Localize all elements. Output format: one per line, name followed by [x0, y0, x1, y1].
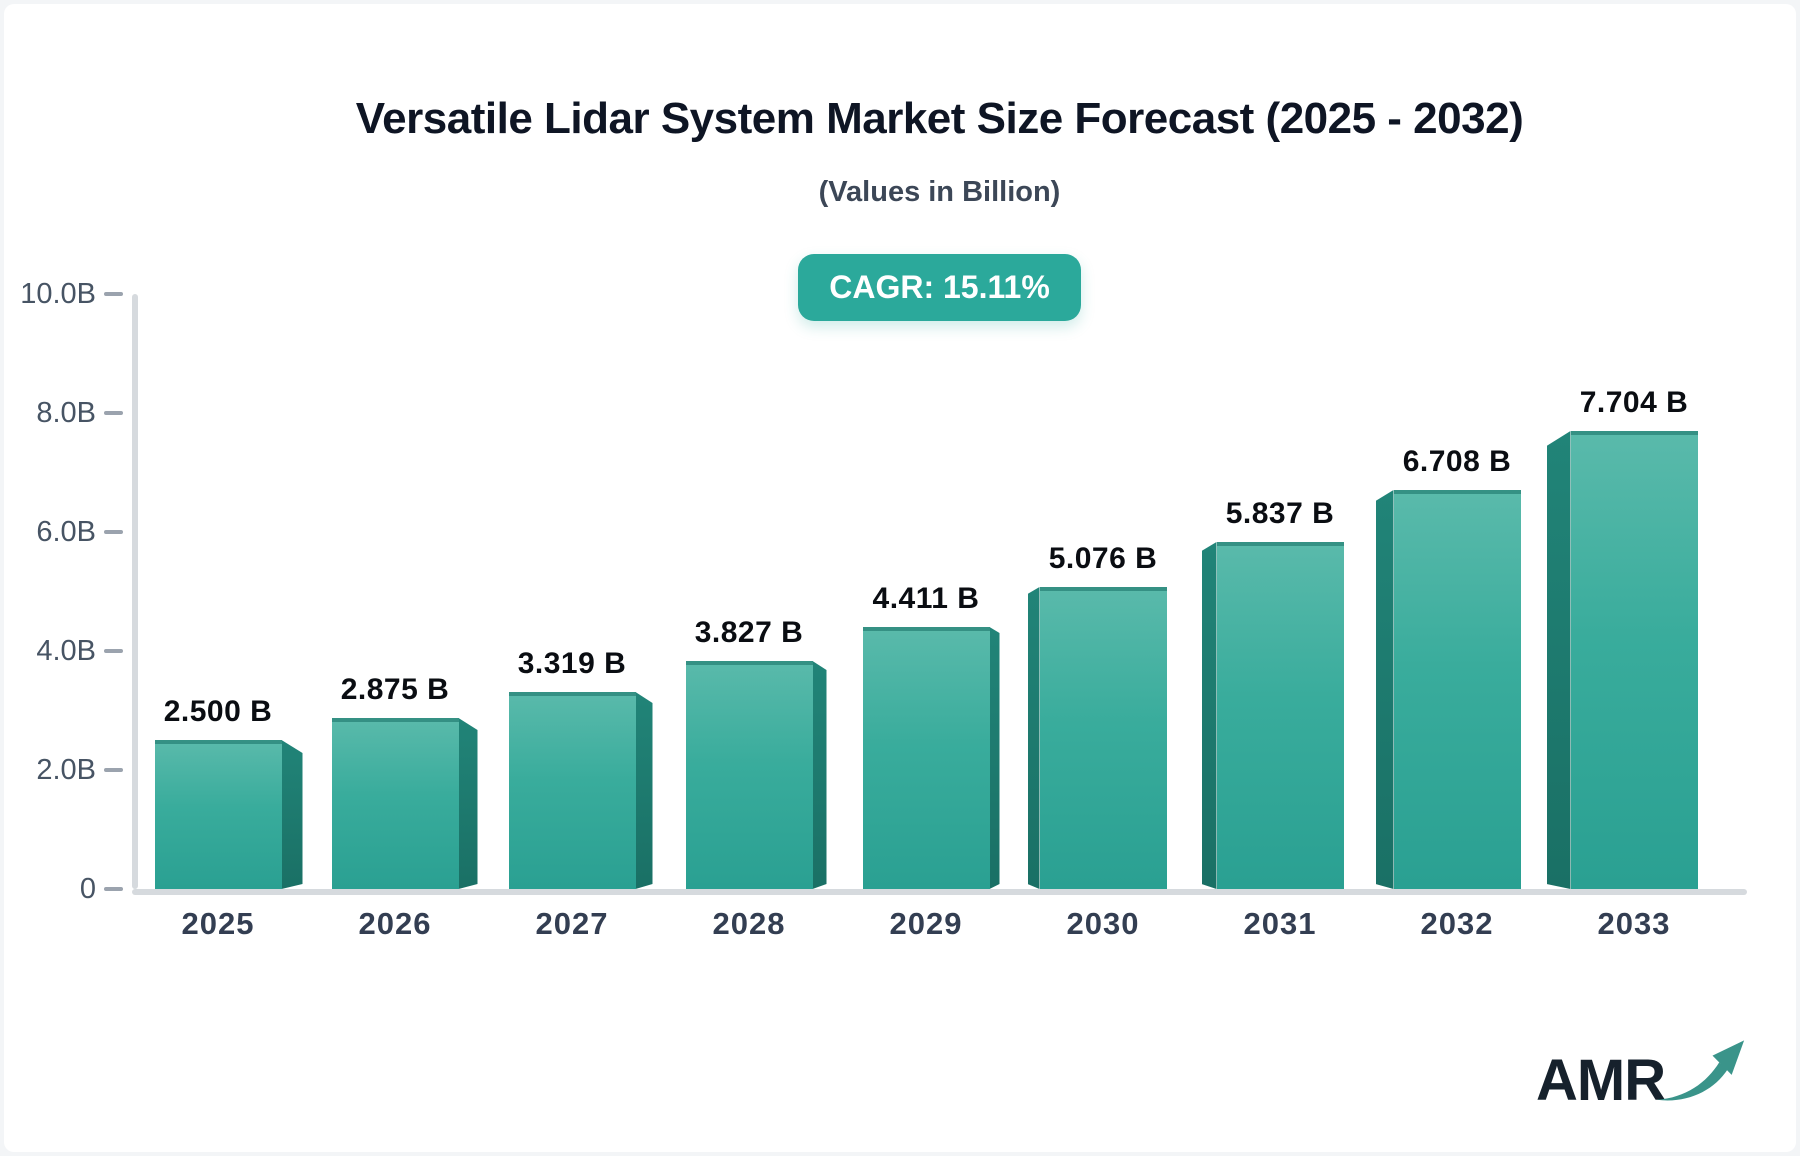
x-axis-label-2029: 2029 [889, 906, 963, 941]
x-axis-label-2032: 2032 [1420, 906, 1494, 941]
bar-2028 [685, 661, 813, 889]
x-axis-label-2031: 2031 [1243, 906, 1317, 941]
y-axis-tick-mark [104, 530, 123, 534]
amr-logo-text: AMR [1536, 1048, 1666, 1113]
x-axis-label-2026: 2026 [358, 906, 432, 941]
bar-top-edge [1570, 431, 1698, 435]
bar-side-face-2027 [636, 692, 653, 889]
bar-2031 [1216, 542, 1344, 889]
y-axis-tick-mark [104, 649, 123, 653]
bar-value-label-2028: 3.827 B [694, 616, 804, 649]
bar-2027 [508, 692, 636, 889]
y-axis-tick-mark [104, 411, 123, 415]
bar-2033 [1570, 431, 1698, 889]
x-axis-label-2028: 2028 [712, 906, 786, 941]
bar-value-label-2031: 5.837 B [1225, 497, 1335, 530]
bar-top-edge [862, 627, 990, 631]
bar-side-face-2033 [1547, 431, 1571, 889]
bar-2030 [1039, 587, 1167, 889]
chart-card: Versatile Lidar System Market Size Forec… [4, 4, 1796, 1152]
cagr-badge-wrap: CAGR: 15.11% [132, 254, 1747, 321]
x-axis-line [132, 889, 1747, 895]
bar-2025 [154, 740, 282, 889]
bar-top-edge [1039, 587, 1167, 591]
bar-side-face-2032 [1376, 490, 1394, 889]
bar-side-face-2029 [990, 627, 1000, 889]
growth-arrow-icon [1657, 1040, 1745, 1101]
bar-value-label-2026: 2.875 B [340, 673, 450, 706]
bar-side-face-2026 [459, 718, 478, 889]
bar-2029 [862, 627, 990, 889]
y-axis-tick-label: 6.0B [36, 516, 96, 548]
chart-area: 10.0B 8.0B 6.0B 4.0B 2.0B 0 2.500 B 2025 2.875 B… [4, 4, 1796, 1152]
y-axis-line [132, 294, 138, 889]
bar-top-edge [1216, 542, 1344, 546]
y-axis-tick-mark [104, 887, 123, 891]
y-axis-tick-mark [104, 292, 123, 296]
bar-value-label-2032: 6.708 B [1402, 445, 1512, 478]
x-axis-label-2033: 2033 [1597, 906, 1671, 941]
bar-top-edge [1393, 490, 1521, 494]
bar-2026 [331, 718, 459, 889]
bar-side-face-2031 [1202, 542, 1217, 889]
cagr-badge: CAGR: 15.11% [798, 254, 1081, 321]
x-axis-label-2025: 2025 [181, 906, 255, 941]
y-axis-tick-label: 4.0B [36, 635, 96, 667]
chart-title: Versatile Lidar System Market Size Forec… [355, 94, 1524, 143]
bar-side-face-2030 [1028, 587, 1040, 889]
x-axis-label-2027: 2027 [535, 906, 609, 941]
bar-top-edge [685, 661, 813, 665]
bar-side-face-2025 [282, 740, 303, 889]
x-axis-label-2030: 2030 [1066, 906, 1140, 941]
bar-value-label-2027: 3.319 B [517, 647, 627, 680]
amr-logo: AMR [1536, 1036, 1747, 1110]
bar-top-edge [331, 718, 459, 722]
bar-side-face-2028 [813, 661, 827, 889]
bar-value-label-2030: 5.076 B [1048, 542, 1158, 575]
bar-top-edge [154, 740, 282, 744]
y-axis-tick-label: 8.0B [36, 397, 96, 429]
y-axis-tick-label: 0 [79, 873, 96, 905]
y-axis-tick-label: 10.0B [20, 278, 96, 310]
bar-value-label-2025: 2.500 B [163, 695, 273, 728]
bar-value-label-2029: 4.411 B [872, 582, 980, 615]
y-axis-tick-label: 2.0B [36, 754, 96, 786]
chart-subtitle: (Values in Billion) [818, 176, 1061, 208]
bar-top-edge [508, 692, 636, 696]
y-axis-tick-mark [104, 768, 123, 772]
bar-2032 [1393, 490, 1521, 889]
bar-value-label-2033: 7.704 B [1579, 386, 1689, 419]
